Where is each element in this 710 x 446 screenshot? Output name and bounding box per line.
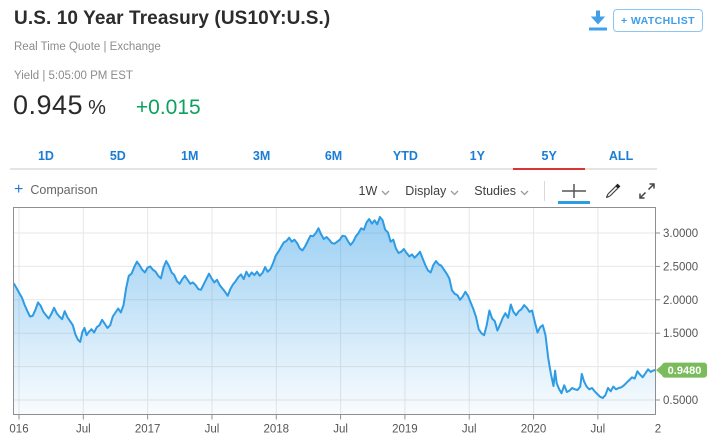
chevron-down-icon [520, 190, 529, 196]
display-dropdown[interactable]: Display [405, 184, 459, 198]
svg-text:2019: 2019 [392, 424, 418, 436]
range-tabs: 1D 5D 1M 3M 6M YTD 1Y 5Y ALL [10, 146, 657, 170]
crosshair-tool[interactable] [558, 179, 590, 204]
tab-1d[interactable]: 1D [37, 149, 54, 163]
svg-text:0.9480: 0.9480 [668, 365, 702, 377]
tab-5y[interactable]: 5Y [513, 146, 586, 170]
price-unit: % [88, 97, 106, 119]
svg-text:2.5000: 2.5000 [663, 261, 698, 273]
price-value: 0.945 [13, 90, 84, 120]
svg-text:Jul: Jul [333, 424, 348, 436]
chevron-down-icon [450, 190, 459, 196]
crosshair-icon [562, 184, 586, 198]
x-axis: 016 Jul 2017 Jul 2018 Jul 2019 Jul 2020 Jul 2 [9, 414, 661, 436]
svg-text:2017: 2017 [135, 424, 161, 436]
tab-3m[interactable]: 3M [252, 149, 271, 163]
pencil-icon [606, 183, 621, 198]
svg-text:1.5000: 1.5000 [663, 328, 698, 340]
svg-text:0.5000: 0.5000 [663, 395, 698, 407]
studies-dropdown[interactable]: Studies [474, 184, 529, 198]
quote-time-label: Yield | 5:05:00 PM EST [14, 70, 133, 82]
chart-toolbar: 1W Display Studies [359, 179, 656, 204]
y-axis: 3.0000 2.5000 2.0000 1.5000 0.5000 [655, 228, 698, 407]
interval-dropdown[interactable]: 1W [359, 184, 391, 198]
price-row: 0.945 % +0.015 [13, 90, 201, 121]
chevron-down-icon [381, 190, 390, 196]
toolbar-divider [544, 181, 545, 201]
svg-text:Jul: Jul [76, 424, 91, 436]
svg-text:Jul: Jul [591, 424, 606, 436]
price-chart[interactable]: 016 Jul 2017 Jul 2018 Jul 2019 Jul 2020 Jul 2 3.000… [0, 205, 710, 446]
svg-text:3.0000: 3.0000 [663, 228, 698, 240]
svg-text:2018: 2018 [263, 424, 289, 436]
studies-label: Studies [474, 184, 516, 198]
svg-text:2.0000: 2.0000 [663, 295, 698, 307]
tab-1y[interactable]: 1Y [469, 149, 485, 163]
price-series [13, 216, 656, 415]
download-icon[interactable] [588, 9, 608, 32]
price-change: +0.015 [135, 96, 201, 119]
display-label: Display [405, 184, 447, 198]
tab-ytd[interactable]: YTD [392, 149, 418, 163]
tab-all[interactable]: ALL [608, 149, 634, 163]
quote-subtitle: Real Time Quote | Exchange [14, 41, 161, 53]
svg-text:2: 2 [655, 424, 661, 436]
expand-icon [639, 183, 655, 199]
interval-label: 1W [358, 184, 378, 198]
tab-1m[interactable]: 1M [181, 149, 199, 163]
svg-text:Jul: Jul [462, 424, 477, 436]
svg-text:Jul: Jul [205, 424, 220, 436]
svg-text:2020: 2020 [521, 424, 547, 436]
plot-border [13, 207, 656, 415]
comparison-button[interactable]: + Comparison [14, 181, 98, 198]
svg-text:016: 016 [9, 424, 28, 436]
expand-tool[interactable] [638, 179, 656, 203]
tab-5d[interactable]: 5D [109, 149, 126, 163]
add-watchlist-button[interactable]: + WATCHLIST [613, 9, 703, 32]
plus-icon: + [14, 181, 24, 198]
tab-6m[interactable]: 6M [324, 149, 343, 163]
comparison-label: Comparison [30, 183, 98, 197]
draw-tool[interactable] [603, 179, 623, 203]
last-price-badge: 0.9480 [656, 362, 707, 378]
active-tool-indicator [558, 201, 590, 204]
page-title: U.S. 10 Year Treasury (US10Y:U.S.) [14, 8, 331, 29]
